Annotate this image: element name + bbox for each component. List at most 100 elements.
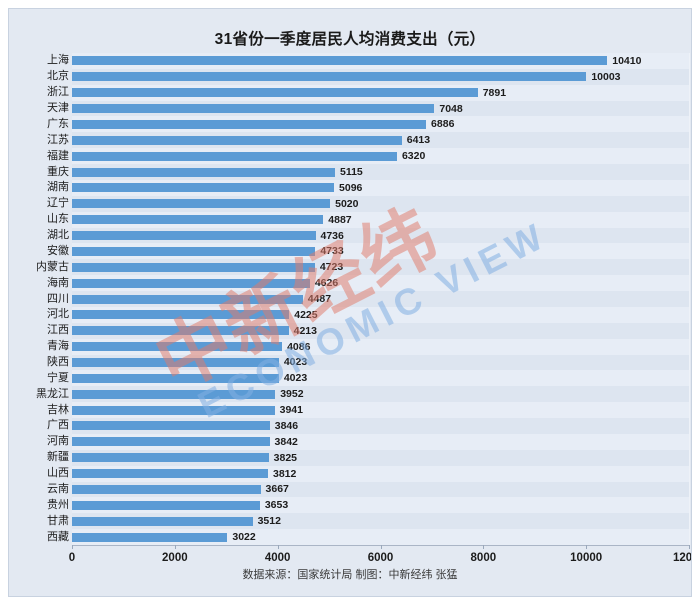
y-axis-tick-label: 广东 <box>47 117 69 130</box>
x-axis-tick-mark <box>72 545 73 549</box>
bar[interactable] <box>72 421 270 431</box>
y-axis-tick-label: 宁夏 <box>47 371 69 384</box>
bar[interactable] <box>72 532 228 542</box>
bar[interactable] <box>72 437 270 447</box>
y-axis-tick-label: 浙江 <box>47 86 69 99</box>
bar[interactable] <box>72 326 289 336</box>
bar[interactable] <box>72 484 261 494</box>
bar-value-label: 3812 <box>273 467 297 480</box>
bar-value-label: 3825 <box>273 451 298 464</box>
x-axis-tick-label: 0 <box>68 552 76 564</box>
bar[interactable] <box>72 119 427 129</box>
y-axis-tick-label: 河南 <box>47 435 69 448</box>
y-axis-tick-label: 西藏 <box>47 530 69 543</box>
y-axis-tick-label: 江西 <box>47 324 69 337</box>
bar-value-label: 7048 <box>439 102 463 115</box>
bar[interactable] <box>72 389 276 399</box>
y-axis-tick-label: 吉林 <box>47 403 69 416</box>
x-axis-tick-mark <box>586 545 588 549</box>
bar-value-label: 4736 <box>320 229 344 242</box>
bar[interactable] <box>72 294 303 304</box>
chart-footer-source: 数据来源：国家统计局 制图：中新经纬 张猛 <box>242 569 458 581</box>
x-axis-tick-label: 4000 <box>264 552 291 564</box>
bar[interactable] <box>72 373 279 383</box>
bar-value-label: 3512 <box>257 515 281 528</box>
x-axis-tick-mark <box>380 545 382 549</box>
bar[interactable] <box>72 215 324 225</box>
y-axis-tick-label: 陕西 <box>47 355 69 368</box>
y-axis-tick-label: 北京 <box>47 70 69 83</box>
bar[interactable] <box>72 469 268 479</box>
bar[interactable] <box>72 56 608 66</box>
y-axis-tick-label: 上海 <box>47 54 69 67</box>
bar-value-label: 3952 <box>280 388 304 401</box>
y-axis-tick-label: 湖北 <box>47 229 69 242</box>
page-title: 31省份一季度居民人均消费支出（元） <box>214 31 486 48</box>
bar[interactable] <box>72 262 315 272</box>
y-axis-tick-label: 内蒙古 <box>36 260 69 273</box>
bar[interactable] <box>72 72 587 82</box>
bar-value-label: 10410 <box>612 54 642 67</box>
bar[interactable] <box>72 104 435 114</box>
bar[interactable] <box>72 88 478 98</box>
bar[interactable] <box>72 453 269 463</box>
bar-value-label: 4023 <box>283 372 308 385</box>
y-axis-tick-label: 辽宁 <box>47 197 69 210</box>
bar-value-label: 4213 <box>293 324 317 337</box>
chart-card: 31省份一季度居民人均消费支出（元） 上海 北京 浙江 天津 广东 江苏 福建 重庆 湖南 辽宁山… <box>8 8 692 597</box>
bar-value-label: 3846 <box>274 419 299 432</box>
bar[interactable] <box>72 167 335 177</box>
y-axis-tick-label: 新疆 <box>47 451 69 464</box>
bar-value-label: 4626 <box>314 277 339 290</box>
bar-value-label: 5096 <box>339 181 363 194</box>
bar-value-label: 4023 <box>283 356 308 369</box>
y-axis-category-labels: 上海 北京 浙江 天津 广东 江苏 福建 重庆 湖南 辽宁 山东 湖北 安徽 内蒙古 海南 四川 河北 江西 青海陕… <box>9 53 69 545</box>
x-axis-tick-mark <box>689 545 690 549</box>
bar[interactable] <box>72 199 331 209</box>
bar-value-label: 3667 <box>265 483 289 496</box>
bar-value-label: 4887 <box>328 213 352 226</box>
y-axis-tick-label: 天津 <box>47 102 69 115</box>
y-axis-tick-label: 青海 <box>47 340 69 353</box>
bar-value-label: 5020 <box>335 197 359 210</box>
bar[interactable] <box>72 151 397 161</box>
bar[interactable] <box>72 135 402 145</box>
bar-value-label: 3941 <box>279 404 303 417</box>
bar[interactable] <box>72 405 275 415</box>
y-axis-tick-label: 山东 <box>47 213 69 226</box>
bar-value-label: 4733 <box>320 245 344 258</box>
gridline <box>689 53 690 545</box>
y-axis-tick-label: 四川 <box>47 292 69 305</box>
bar[interactable] <box>72 278 310 288</box>
x-axis-tick-label: 2000 <box>162 552 188 564</box>
bar[interactable] <box>72 500 260 510</box>
bar-value-label: 6886 <box>431 118 455 131</box>
bar[interactable] <box>72 516 253 526</box>
bar-value-label: 4487 <box>307 293 332 305</box>
x-axis-tick-label: 10000 <box>570 552 603 564</box>
plot-area: 10410 10003 7891 7048 6886 6413 6320 5115 5096 50… <box>72 53 690 545</box>
bar[interactable] <box>72 231 316 241</box>
bar[interactable] <box>72 246 316 256</box>
x-axis-tick-mark <box>483 545 485 549</box>
bar-value-label: 6413 <box>406 134 431 147</box>
x-axis-tick-mark <box>174 545 176 549</box>
x-axis-tick-label: 12000 <box>673 552 692 564</box>
bar[interactable] <box>72 310 290 320</box>
bar-value-label: 3842 <box>274 435 298 448</box>
bar-value-label: 3022 <box>232 531 256 544</box>
bar[interactable] <box>72 357 279 367</box>
bar-value-label: 4086 <box>287 340 311 353</box>
bar-value-label: 6320 <box>401 150 426 163</box>
y-axis-tick-label: 广西 <box>47 419 69 432</box>
y-axis-tick-label: 甘肃 <box>47 514 69 527</box>
bar-value-label: 10003 <box>591 70 621 83</box>
y-axis-tick-label: 安徽 <box>47 244 69 257</box>
bar[interactable] <box>72 183 335 193</box>
bar[interactable] <box>72 342 283 352</box>
x-axis: 0 2000 4000 6000 8000 10000 12000 <box>68 545 692 569</box>
y-axis-tick-label: 云南 <box>47 482 69 495</box>
y-axis-tick-label: 贵州 <box>47 498 69 511</box>
y-axis-tick-label: 山西 <box>47 467 69 480</box>
